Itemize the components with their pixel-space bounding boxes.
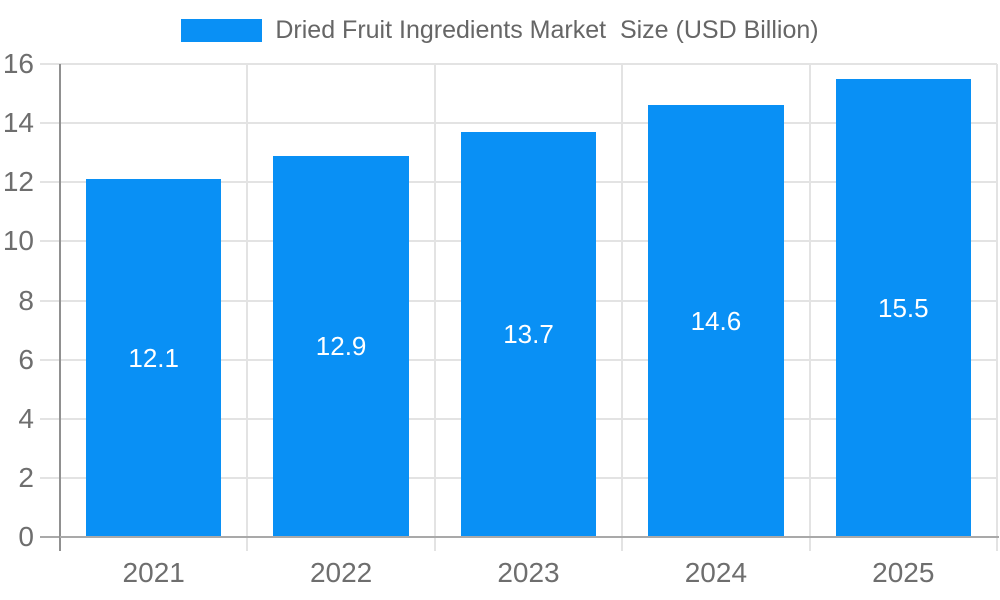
y-tick-mark [40,181,60,184]
legend-label: Dried Fruit Ingredients Market Size (USD… [275,16,819,44]
y-tick-label: 6 [18,343,34,375]
x-tick-label: 2025 [872,557,935,588]
y-tick-label: 2 [18,461,34,493]
bar-2025 [835,78,972,537]
y-tick-label: 8 [18,284,34,316]
bar-2021 [85,179,222,537]
x-gridline [808,64,811,551]
bar-value-label: 12.1 [128,343,179,374]
x-gridline [246,64,249,551]
chart-legend: Dried Fruit Ingredients Market Size (USD… [0,17,1000,44]
x-gridline [433,64,436,551]
bar-value-label: 13.7 [503,319,554,350]
y-tick-mark [40,122,60,125]
y-tick-mark [40,299,60,302]
x-tick-label: 2021 [122,557,185,588]
y-tick-label: 10 [2,225,34,257]
bar-value-label: 15.5 [877,292,929,323]
y-tick-mark [40,240,60,243]
x-gridline [996,64,998,551]
y-tick-mark [40,476,60,479]
x-gridline [621,64,624,551]
x-tick-label: 2024 [684,557,748,588]
y-gridline [60,122,997,125]
x-tick-label: 2023 [497,557,560,588]
x-tick-label: 2022 [309,557,373,588]
bar-value-label: 12.9 [315,331,367,362]
bar-2022 [273,155,409,537]
y-tick-label: 12 [2,166,34,198]
y-tick-mark [40,358,60,361]
y-tick-mark [40,536,60,538]
y-tick-mark [40,417,60,420]
y-gridline [60,63,997,65]
y-axis-line [59,64,61,551]
y-tick-label: 0 [18,521,34,552]
bar-2024 [648,105,784,537]
y-tick-label: 14 [2,107,34,139]
bar-value-label: 14.6 [690,306,742,337]
x-axis-baseline [60,536,999,538]
bar-2023 [460,131,597,537]
y-tick-mark [40,63,60,65]
legend-swatch-icon [181,19,263,42]
y-tick-label: 4 [18,402,34,434]
y-tick-label: 16 [2,48,34,79]
